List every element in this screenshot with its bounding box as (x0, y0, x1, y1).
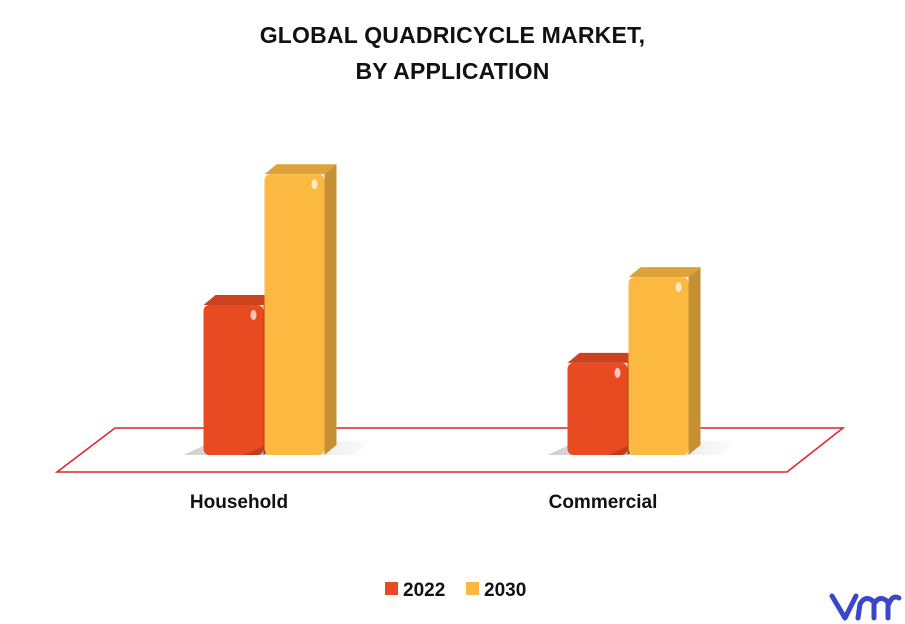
bar-top (628, 267, 701, 278)
chart-title-line-1: GLOBAL QUADRICYCLE MARKET, (259, 22, 646, 48)
bar-highlight (675, 282, 682, 293)
bar-highlight (614, 367, 621, 378)
bar-commercial-2030 (608, 267, 739, 455)
vmr-logo (829, 593, 902, 621)
bar-front (203, 305, 264, 455)
bar-highlight (311, 179, 318, 190)
bar-highlight (250, 310, 257, 320)
bar-side (688, 267, 701, 455)
legend-swatch-2022 (385, 582, 398, 595)
bar-side (324, 164, 337, 456)
bar-front (264, 174, 325, 456)
bar-front (567, 362, 628, 455)
legend-label-2022: 2022 (403, 580, 445, 601)
bar-household-2030 (244, 164, 375, 456)
bar-top (264, 164, 337, 175)
bar-front (628, 277, 689, 455)
legend-label-2030: 2030 (484, 580, 526, 601)
bar-top (567, 352, 640, 363)
x-tick-label-commercial: Commercial (549, 492, 658, 513)
legend-swatch-2030 (466, 582, 479, 595)
legend: 2022 2030 (385, 580, 526, 601)
x-tick-label-household: Household (190, 492, 288, 513)
bar-top (203, 295, 276, 305)
bars-layer (183, 164, 739, 456)
chart-title-line-2: BY APPLICATION (355, 58, 550, 84)
